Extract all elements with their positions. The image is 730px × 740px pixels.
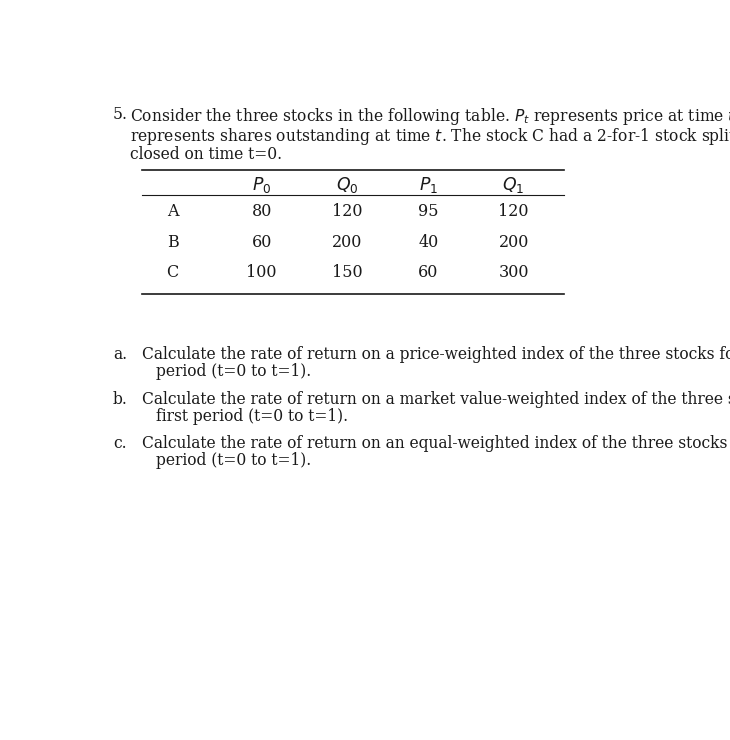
- Text: Calculate the rate of return on an equal-weighted index of the three stocks for : Calculate the rate of return on an equal…: [142, 435, 730, 452]
- Text: 5.: 5.: [113, 106, 128, 123]
- Text: 100: 100: [247, 264, 277, 281]
- Text: a.: a.: [113, 346, 127, 363]
- Text: 95: 95: [418, 203, 439, 220]
- Text: B: B: [166, 234, 179, 251]
- Text: c.: c.: [113, 435, 126, 452]
- Text: A: A: [167, 203, 178, 220]
- Text: 120: 120: [499, 203, 529, 220]
- Text: Calculate the rate of return on a market value-weighted index of the three stock: Calculate the rate of return on a market…: [142, 391, 730, 408]
- Text: C: C: [166, 264, 179, 281]
- Text: 80: 80: [252, 203, 272, 220]
- Text: 300: 300: [499, 264, 529, 281]
- Text: represents shares outstanding at time $t$. The stock C had a 2-for-1 stock split: represents shares outstanding at time $t…: [130, 126, 730, 147]
- Text: Calculate the rate of return on a price-weighted index of the three stocks for t: Calculate the rate of return on a price-…: [142, 346, 730, 363]
- Text: b.: b.: [113, 391, 128, 408]
- Text: $Q_1$: $Q_1$: [502, 175, 525, 195]
- Text: 150: 150: [331, 264, 362, 281]
- Text: 120: 120: [331, 203, 362, 220]
- Text: $P_1$: $P_1$: [419, 175, 438, 195]
- Text: 60: 60: [252, 234, 272, 251]
- Text: closed on time t=0.: closed on time t=0.: [130, 146, 282, 163]
- Text: period (t=0 to t=1).: period (t=0 to t=1).: [155, 452, 311, 469]
- Text: 200: 200: [332, 234, 362, 251]
- Text: 200: 200: [499, 234, 529, 251]
- Text: Consider the three stocks in the following table. $P_t$ represents price at time: Consider the three stocks in the followi…: [130, 106, 730, 127]
- Text: 40: 40: [418, 234, 439, 251]
- Text: 60: 60: [418, 264, 439, 281]
- Text: $Q_0$: $Q_0$: [336, 175, 358, 195]
- Text: $P_0$: $P_0$: [252, 175, 272, 195]
- Text: first period (t=0 to t=1).: first period (t=0 to t=1).: [155, 408, 347, 425]
- Text: period (t=0 to t=1).: period (t=0 to t=1).: [155, 363, 311, 380]
